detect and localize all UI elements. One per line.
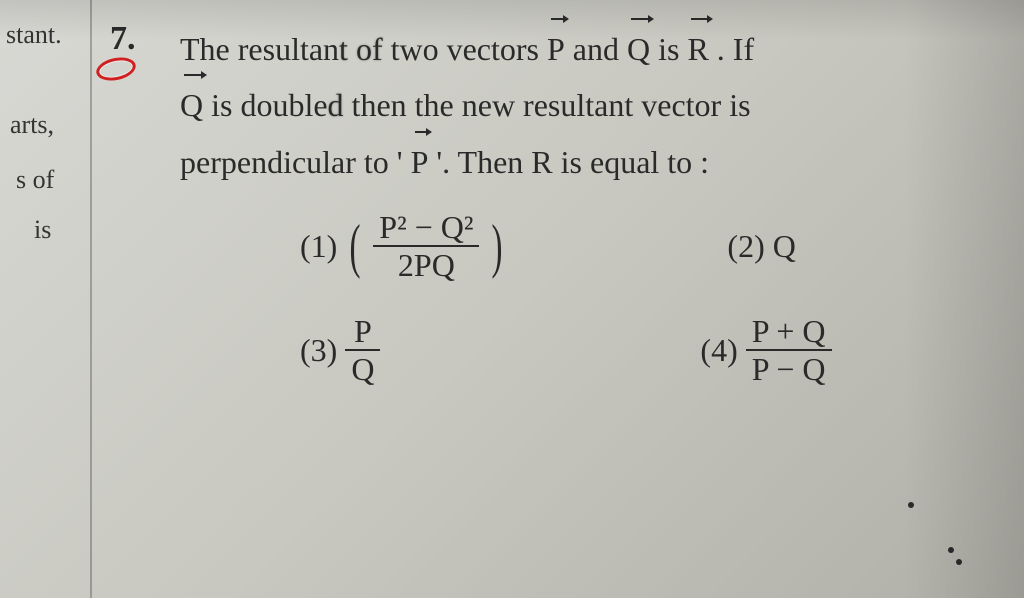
vector-p: P xyxy=(547,20,565,76)
red-oval-mark xyxy=(94,54,138,84)
option-1-fraction: P² − Q² 2PQ xyxy=(373,209,479,283)
question-row: 7. The resultant of two vectors P and Q … xyxy=(110,20,1024,189)
q-line1-c: and xyxy=(565,31,627,67)
margin-word-2: arts, xyxy=(10,110,54,140)
ink-dot-pair xyxy=(948,540,964,558)
option-1-num: P² − Q² xyxy=(373,209,479,245)
left-margin: stant. arts, s of is xyxy=(0,0,90,598)
option-1-label: (1) xyxy=(300,228,337,265)
option-2-text: Q xyxy=(773,228,796,265)
margin-divider xyxy=(90,0,92,598)
q-line2-a: is double xyxy=(203,87,327,123)
option-2: (2) Q xyxy=(727,228,795,265)
option-4: (4) P + Q P − Q xyxy=(700,313,831,387)
option-3-label: (3) xyxy=(300,332,337,369)
option-row-2: (3) P Q (4) P + Q P − Q xyxy=(300,313,1024,387)
rparen-icon: ) xyxy=(492,231,503,261)
lparen-icon: ( xyxy=(350,231,361,261)
option-1-den: 2PQ xyxy=(392,247,461,283)
margin-word-3: s of xyxy=(16,165,54,195)
option-4-fraction: P + Q P − Q xyxy=(746,313,832,387)
vector-q: Q xyxy=(627,20,650,76)
q-line2-smudge: d xyxy=(328,87,344,123)
option-3: (3) P Q xyxy=(300,313,380,387)
q-line3-b: '. Then R is equal to : xyxy=(428,144,709,180)
q-line1-a: The resultan xyxy=(180,31,339,67)
question-number: 7. xyxy=(110,20,136,57)
q-line1-smudge: t of xyxy=(339,31,383,67)
page: stant. arts, s of is 7. The resultant of… xyxy=(0,0,1024,598)
vector-r: R xyxy=(687,20,708,76)
option-3-num: P xyxy=(348,313,378,349)
margin-word-1: stant. xyxy=(6,20,62,50)
q-line1-b: two vectors xyxy=(383,31,547,67)
option-row-1: (1) ( P² − Q² 2PQ ) (2) Q xyxy=(300,209,1024,283)
q-line3-a: perpendicular to ' xyxy=(180,144,411,180)
q-line1-e: . If xyxy=(709,31,754,67)
option-1: (1) ( P² − Q² 2PQ ) xyxy=(300,209,507,283)
question-text: The resultant of two vectors P and Q is … xyxy=(180,20,754,189)
option-2-label: (2) xyxy=(727,228,764,265)
options: (1) ( P² − Q² 2PQ ) (2) Q (3) xyxy=(300,209,1024,387)
option-4-label: (4) xyxy=(700,332,737,369)
option-4-den: P − Q xyxy=(746,351,832,387)
option-4-num: P + Q xyxy=(746,313,832,349)
vector-p-2: P xyxy=(411,133,429,189)
margin-word-4: is xyxy=(34,215,51,245)
option-3-den: Q xyxy=(345,351,380,387)
option-3-fraction: P Q xyxy=(345,313,380,387)
q-line2-b: then the new resultant vector is xyxy=(344,87,751,123)
vector-q-2: Q xyxy=(180,76,203,132)
content: 7. The resultant of two vectors P and Q … xyxy=(110,0,1024,417)
ink-dot xyxy=(908,502,914,508)
question-number-block: 7. xyxy=(110,20,150,58)
q-line1-d: is xyxy=(650,31,687,67)
